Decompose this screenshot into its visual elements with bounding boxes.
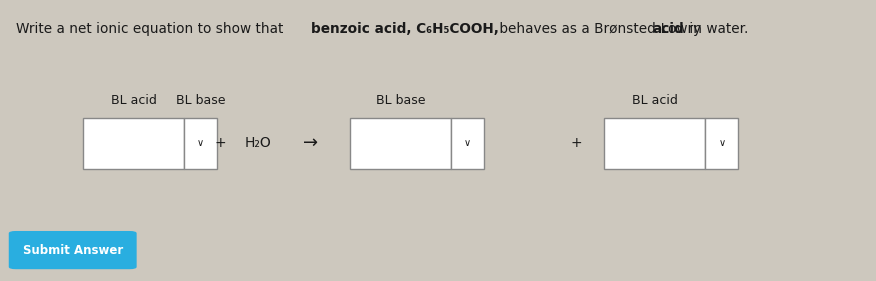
Text: Write a net ionic equation to show that: Write a net ionic equation to show that <box>16 22 287 37</box>
FancyBboxPatch shape <box>350 118 451 169</box>
Text: →: → <box>303 134 319 152</box>
Text: ∨: ∨ <box>464 138 471 148</box>
Text: behaves as a Brønsted-Lowry: behaves as a Brønsted-Lowry <box>495 22 705 37</box>
Text: +: + <box>215 136 227 150</box>
Text: BL acid: BL acid <box>632 94 678 107</box>
Text: Submit Answer: Submit Answer <box>23 244 123 257</box>
Text: +: + <box>570 136 583 150</box>
Text: BL base: BL base <box>176 94 225 107</box>
Text: in water.: in water. <box>685 22 748 37</box>
Text: acid: acid <box>653 22 684 37</box>
FancyBboxPatch shape <box>83 118 184 169</box>
FancyBboxPatch shape <box>705 118 738 169</box>
Text: H₂O: H₂O <box>245 136 272 150</box>
FancyBboxPatch shape <box>451 118 484 169</box>
Text: BL acid: BL acid <box>110 94 157 107</box>
Text: benzoic acid, C₆H₅COOH,: benzoic acid, C₆H₅COOH, <box>311 22 498 37</box>
Text: ∨: ∨ <box>718 138 725 148</box>
FancyBboxPatch shape <box>604 118 705 169</box>
FancyBboxPatch shape <box>184 118 217 169</box>
Text: BL base: BL base <box>376 94 426 107</box>
Text: ∨: ∨ <box>197 138 204 148</box>
FancyBboxPatch shape <box>9 231 137 269</box>
